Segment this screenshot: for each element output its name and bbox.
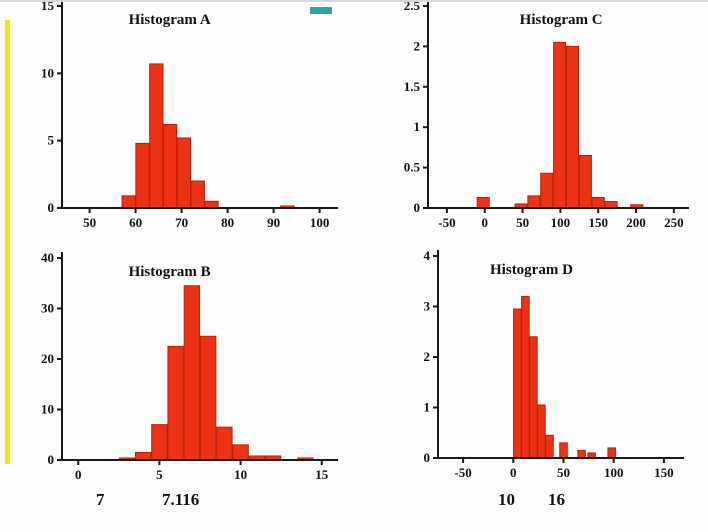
svg-text:80: 80: [221, 215, 234, 230]
svg-text:0.5: 0.5: [404, 160, 421, 175]
histogram-b-chart: 0 5 10 15 0 10 20 30 40 Histogram B: [41, 250, 338, 482]
svg-text:15: 15: [315, 467, 329, 482]
svg-text:200: 200: [626, 215, 646, 230]
annotation-below-d-2: 16: [548, 490, 565, 509]
svg-text:10: 10: [234, 467, 247, 482]
svg-text:100: 100: [604, 465, 624, 480]
svg-text:2.5: 2.5: [404, 0, 421, 13]
svg-text:250: 250: [664, 215, 684, 230]
svg-text:Histogram C: Histogram C: [520, 12, 603, 28]
svg-text:0: 0: [48, 452, 55, 467]
svg-text:0: 0: [75, 467, 82, 482]
svg-text:2: 2: [414, 38, 421, 53]
svg-text:20: 20: [41, 351, 54, 366]
svg-text:Histogram B: Histogram B: [129, 264, 211, 280]
svg-text:10: 10: [41, 65, 54, 80]
svg-text:100: 100: [310, 215, 330, 230]
svg-text:10: 10: [41, 402, 54, 417]
svg-text:50: 50: [557, 465, 570, 480]
svg-text:90: 90: [267, 215, 280, 230]
teal-mark: [310, 7, 332, 14]
svg-text:60: 60: [129, 215, 142, 230]
svg-text:-50: -50: [438, 215, 455, 230]
svg-text:Histogram A: Histogram A: [129, 12, 211, 28]
yellow-highlight-stripe: [5, 20, 10, 464]
svg-text:0: 0: [510, 465, 517, 480]
annotation-below-b-1: 7: [96, 490, 105, 509]
svg-text:15: 15: [41, 0, 55, 13]
svg-text:1: 1: [424, 400, 431, 415]
annotation-below-d-1: 10: [498, 490, 515, 509]
svg-text:5: 5: [156, 467, 163, 482]
annotation-below-b-2: 7.116: [162, 490, 200, 509]
svg-text:5: 5: [48, 133, 55, 148]
svg-text:0: 0: [481, 215, 488, 230]
svg-text:40: 40: [41, 250, 54, 265]
svg-text:50: 50: [516, 215, 529, 230]
histogram-d-chart: -50 0 50 100 150 0 1 2 3 4 Histogram D: [424, 248, 684, 480]
svg-text:0: 0: [424, 450, 431, 465]
svg-text:0: 0: [414, 200, 421, 215]
svg-text:100: 100: [551, 215, 571, 230]
svg-text:2: 2: [424, 349, 431, 364]
svg-text:150: 150: [654, 465, 674, 480]
svg-text:3: 3: [424, 299, 431, 314]
svg-text:1.5: 1.5: [404, 79, 421, 94]
svg-text:-50: -50: [454, 465, 471, 480]
svg-text:50: 50: [83, 215, 96, 230]
svg-text:1: 1: [414, 119, 421, 134]
svg-text:0: 0: [48, 200, 55, 215]
histogram-c-chart: -50 0 50 100 150 200 250 0 0.5 1 1.5 2 2.5 Histogram …: [404, 0, 689, 230]
svg-text:70: 70: [175, 215, 188, 230]
svg-text:4: 4: [424, 248, 431, 263]
svg-text:30: 30: [41, 301, 54, 316]
svg-text:Histogram D: Histogram D: [490, 262, 573, 278]
histogram-a-chart: 50 60 70 80 90 100 0 5 10 15 Histogram A: [41, 0, 338, 230]
svg-text:150: 150: [588, 215, 608, 230]
